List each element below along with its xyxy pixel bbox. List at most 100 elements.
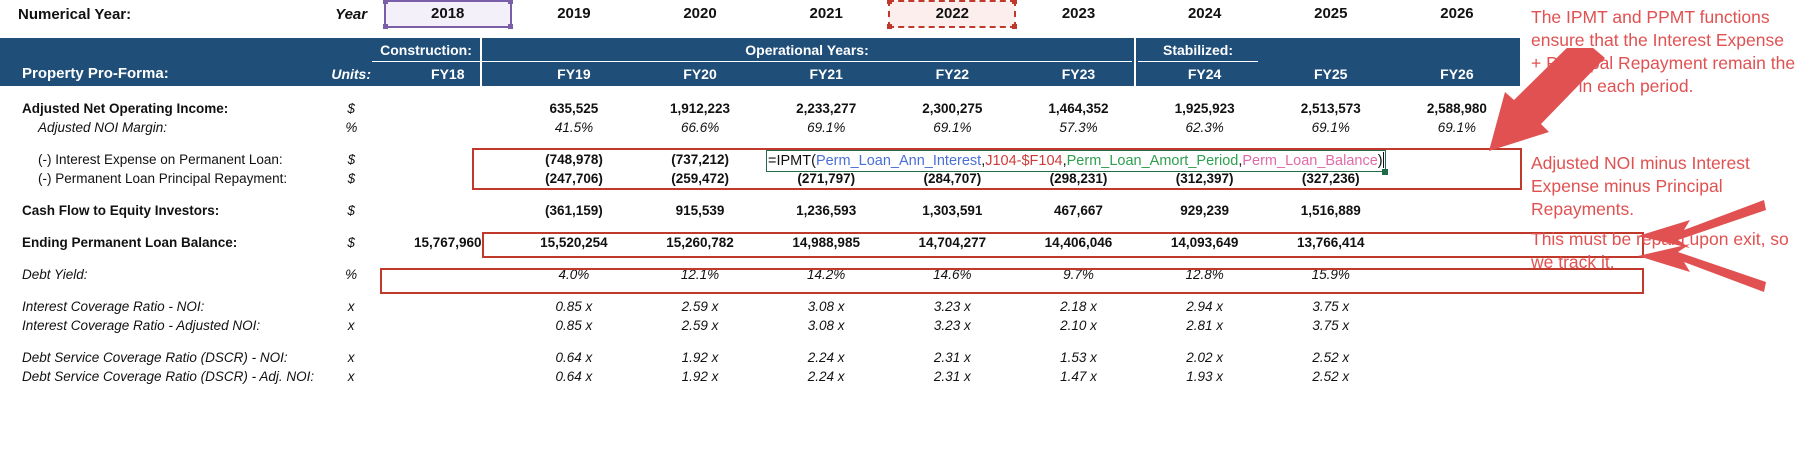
table-cell[interactable]: (327,236) [1301,171,1360,186]
year-cell-2024[interactable]: 2024 [1187,5,1222,22]
table-cell[interactable]: 2,513,573 [1300,101,1361,116]
year-cell-2019[interactable]: 2019 [557,5,591,22]
table-cell[interactable]: (748,978) [545,152,603,167]
year-cell-2022[interactable]: 2022 [887,0,1018,29]
table-cell[interactable]: 3.08 x [807,299,845,314]
table-cell[interactable]: 62.3% [1185,120,1224,135]
table-cell[interactable]: 0.85 x [555,318,593,333]
year-cell-2023[interactable]: 2023 [1061,5,1096,22]
table-cell[interactable]: 635,525 [549,101,599,116]
table-cell[interactable]: 57.3% [1059,120,1098,135]
table-cell[interactable]: 3.75 x [1312,318,1350,333]
selection-handle-red-bottom-left[interactable] [887,24,893,29]
table-cell[interactable]: 69.1% [1311,120,1350,135]
table-cell[interactable]: 1.93 x [1186,369,1223,384]
year-cell-2020[interactable]: 2020 [683,5,717,22]
row-spacer [0,284,1520,297]
formula-separator-1: , [981,153,986,169]
table-cell[interactable]: 2.24 x [807,350,845,365]
table-cell[interactable]: (737,212) [671,152,730,167]
table-cell[interactable]: 2.02 x [1186,350,1223,365]
table-cell[interactable]: 1,303,591 [922,203,983,218]
table-cell[interactable]: 1,464,352 [1048,101,1109,116]
table-cell[interactable]: 12.1% [680,267,720,282]
table-cell[interactable]: 2.31 x [933,350,971,365]
selection-handle-bottom-left[interactable] [382,24,388,29]
table-cell[interactable]: (361,159) [545,203,603,218]
table-cell[interactable]: 1,516,889 [1300,203,1361,218]
table-cell[interactable]: 14,704,277 [918,235,987,250]
year-cell-2018-value: 2018 [431,5,465,22]
fill-handle[interactable] [1382,169,1389,175]
table-cell[interactable]: 3.23 x [933,299,971,314]
table-cell[interactable]: 2.59 x [681,299,719,314]
selection-handle-bottom-right[interactable] [507,24,513,29]
table-cell[interactable]: 2.94 x [1186,299,1223,314]
table-cell[interactable]: 9.7% [1063,267,1094,282]
table-cell[interactable]: 0.85 x [555,299,593,314]
text-cursor [1382,152,1385,168]
table-cell[interactable]: 467,667 [1054,203,1103,218]
table-cell[interactable]: 0.64 x [555,369,593,384]
selection-handle-red-top-right[interactable] [1012,0,1018,4]
table-cell[interactable]: (284,707) [923,171,982,186]
table-cell[interactable]: 2.10 x [1060,318,1097,333]
table-cell[interactable]: 69.1% [1437,120,1477,135]
table-cell[interactable]: 915,539 [675,203,725,218]
table-cell[interactable]: 2.59 x [681,318,719,333]
table-cell[interactable]: 2.31 x [933,369,971,384]
table-cell[interactable]: 3.08 x [807,318,845,333]
table-cell[interactable]: (247,706) [545,171,603,186]
table-cell[interactable]: 2.81 x [1186,318,1223,333]
year-cell-2026[interactable]: 2026 [1440,5,1474,22]
table-cell[interactable]: 2.18 x [1060,299,1097,314]
table-cell[interactable]: 41.5% [554,120,594,135]
table-cell[interactable]: 15,520,254 [540,235,608,250]
table-cell[interactable]: 1,912,223 [670,101,731,116]
table-cell[interactable]: 14,406,046 [1044,235,1113,250]
year-cell-2018[interactable]: 2018 [382,0,513,29]
table-cell[interactable]: 0.64 x [555,350,593,365]
table-cell[interactable]: (298,231) [1049,171,1108,186]
table-cell[interactable]: 929,239 [1180,203,1229,218]
table-cell[interactable]: 14,988,985 [792,235,860,250]
table-cell[interactable]: (259,472) [671,171,730,186]
table-cell[interactable]: 2,300,275 [922,101,983,116]
table-cell[interactable]: 14.6% [933,267,972,282]
table-cell[interactable]: 69.1% [807,120,846,135]
selection-handle-top-left[interactable] [382,0,388,4]
table-cell[interactable]: 14,093,649 [1170,235,1239,250]
table-cell[interactable]: 13,766,414 [1296,235,1365,250]
table-cell[interactable]: 3.75 x [1312,299,1350,314]
table-cell[interactable]: 2.52 x [1312,369,1350,384]
table-cell[interactable]: 66.6% [681,120,720,135]
table-cell[interactable]: 15,260,782 [666,235,734,250]
year-cell-2025[interactable]: 2025 [1314,5,1348,22]
table-cell[interactable]: (271,797) [797,171,856,186]
table-cell[interactable]: 3.23 x [933,318,971,333]
table-cell[interactable]: 1.47 x [1060,369,1097,384]
formula-editor-cell[interactable]: =IPMT(Perm_Loan_Ann_Interest,J104-$F104,… [766,150,1389,175]
row-units: % [345,120,358,135]
table-cell[interactable]: 2,233,277 [796,101,857,116]
table-cell[interactable]: 12.8% [1185,267,1224,282]
table-cell[interactable]: (312,397) [1175,171,1234,186]
table-cell[interactable]: 1,925,923 [1174,101,1235,116]
table-cell[interactable]: 1,236,593 [796,203,857,218]
table-cell[interactable]: 15,767,960 [413,235,482,250]
selection-handle-top-right[interactable] [507,0,513,4]
table-cell[interactable]: 1.92 x [681,350,719,365]
table-cell[interactable]: 4.0% [558,267,590,282]
selection-handle-red-bottom-right[interactable] [1012,24,1018,29]
table-cell[interactable]: 15.9% [1311,267,1350,282]
selection-handle-red-top-left[interactable] [887,0,893,4]
year-cell-2021[interactable]: 2021 [809,5,843,22]
table-cell[interactable]: 69.1% [933,120,972,135]
table-cell[interactable]: 14.2% [807,267,846,282]
table-cell[interactable]: 2.24 x [807,369,845,384]
table-cell[interactable]: 1.92 x [681,369,719,384]
callout-arrow-to-formula [1489,48,1605,151]
table-cell[interactable]: 2.52 x [1312,350,1350,365]
table-cell[interactable]: 1.53 x [1060,350,1097,365]
table-cell[interactable]: 2,588,980 [1426,101,1487,116]
